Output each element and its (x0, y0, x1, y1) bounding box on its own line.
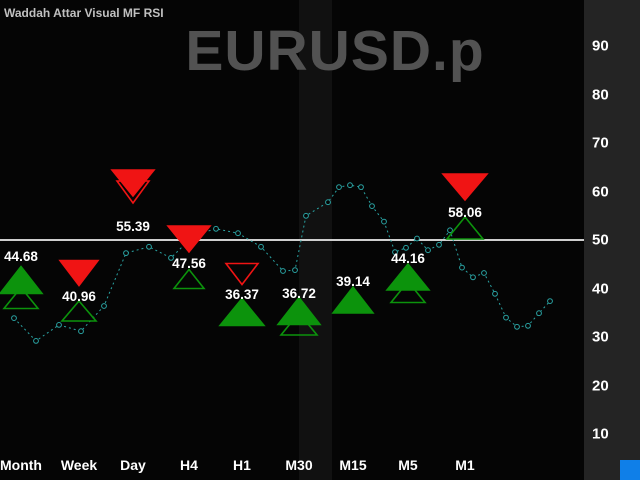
scale-tick-60: 60 (592, 183, 609, 201)
scale-tick-10: 10 (592, 425, 609, 443)
scale-tick-40: 40 (592, 280, 609, 298)
sell-signal-icon (166, 225, 212, 254)
buy-signal-icon (60, 299, 98, 322)
rsi-point-marker (303, 212, 309, 219)
rsi-point-marker (414, 235, 420, 242)
resize-handle[interactable] (620, 460, 640, 480)
timeframe-label-h1: H1 (233, 457, 251, 473)
rsi-point-marker (514, 323, 520, 330)
rsi-value-label: 55.39 (116, 219, 150, 234)
rsi-point-marker (381, 218, 387, 225)
buy-signal-icon (389, 280, 427, 304)
sell-signal-icon (224, 262, 260, 286)
buy-signal-icon (172, 268, 206, 290)
indicator-title: Waddah Attar Visual MF RSI (4, 6, 164, 20)
timeframe-label-day: Day (120, 457, 146, 473)
rsi-value-label: 36.72 (282, 286, 316, 301)
rsi-point-marker (492, 290, 498, 297)
rsi-point-marker (168, 255, 174, 261)
rsi-point-marker (235, 230, 241, 237)
rsi-point-marker (358, 184, 364, 191)
rsi-point-marker (78, 328, 84, 335)
rsi-value-label: 44.16 (391, 251, 425, 266)
rsi-point-marker (146, 243, 152, 250)
rsi-point-marker (547, 298, 553, 305)
timeframe-label-m15: M15 (339, 457, 367, 473)
rsi-line (13, 184, 551, 342)
rsi-point-marker (436, 241, 442, 248)
rsi-point-marker (101, 303, 107, 309)
buy-signal-icon (385, 262, 431, 291)
buy-signal-icon (0, 265, 44, 295)
timeframe-label-m30: M30 (285, 457, 313, 473)
timeframe-label-h4: H4 (180, 457, 198, 473)
rsi-point-marker (325, 199, 331, 206)
rsi-value-label: 40.96 (62, 289, 96, 304)
rsi-point-marker (470, 274, 476, 281)
scale-tick-30: 30 (592, 328, 609, 346)
rsi-point-marker (280, 268, 286, 274)
buy-signal-icon (218, 297, 266, 327)
sell-signal-icon (110, 169, 156, 198)
rsi-point-marker (123, 250, 129, 257)
timeframe-label-m5: M5 (398, 457, 418, 473)
scale-tick-50: 50 (592, 231, 609, 249)
symbol-watermark: EURUSD.p (185, 19, 485, 83)
rsi-point-marker (447, 227, 453, 234)
rsi-value-label: 44.68 (4, 249, 38, 264)
timeframe-label-m1: M1 (455, 457, 475, 473)
rsi-point-marker (336, 184, 342, 191)
rsi-value-label: 58.06 (448, 205, 482, 220)
chart-canvas: 44.68 40.96 55.39 47.56 36.37 36.72 39.14 44.16… (0, 169, 584, 344)
timeframe-label-month: Month (0, 457, 42, 473)
rsi-point-marker (503, 314, 509, 321)
rsi-point-marker (525, 322, 531, 329)
timeframe-label-week: Week (60, 457, 98, 473)
scale-tick-80: 80 (592, 86, 609, 104)
rsi-point-marker (481, 270, 487, 276)
rsi-point-marker (56, 322, 62, 328)
buy-signal-icon (2, 286, 40, 310)
rsi-point-marker (369, 203, 375, 210)
rsi-point-marker (459, 264, 465, 271)
rsi-point-marker (292, 267, 298, 274)
rsi-point-marker (11, 315, 17, 322)
rsi-point-marker (392, 249, 398, 256)
rsi-point-marker (536, 310, 542, 317)
scale-tick-90: 90 (592, 37, 609, 55)
sell-signal-icon (58, 259, 100, 287)
rsi-value-label: 47.56 (172, 256, 206, 271)
buy-signal-icon (276, 296, 322, 326)
buy-signal-icon (279, 311, 319, 336)
rsi-point-marker (213, 225, 219, 232)
sell-signal-icon (115, 180, 151, 205)
buy-signal-icon (331, 285, 375, 314)
scale-tick-70: 70 (592, 134, 609, 152)
price-scale[interactable]: 90 80 70 60 50 40 30 20 10 (584, 0, 640, 480)
rsi-value-label: 36.37 (225, 287, 259, 302)
rsi-point-marker (258, 243, 264, 250)
rsi-point-marker (33, 338, 39, 344)
scale-tick-20: 20 (592, 377, 609, 395)
buy-signal-icon (445, 215, 485, 240)
chart-plot-area[interactable]: Waddah Attar Visual MF RSI EURUSD.p 44.6… (0, 0, 584, 480)
rsi-value-label: 39.14 (336, 274, 370, 289)
rsi-point-marker (425, 247, 431, 254)
rsi-point-marker (403, 244, 409, 251)
sell-signal-icon (441, 173, 489, 202)
rsi-point-marker (347, 182, 353, 189)
